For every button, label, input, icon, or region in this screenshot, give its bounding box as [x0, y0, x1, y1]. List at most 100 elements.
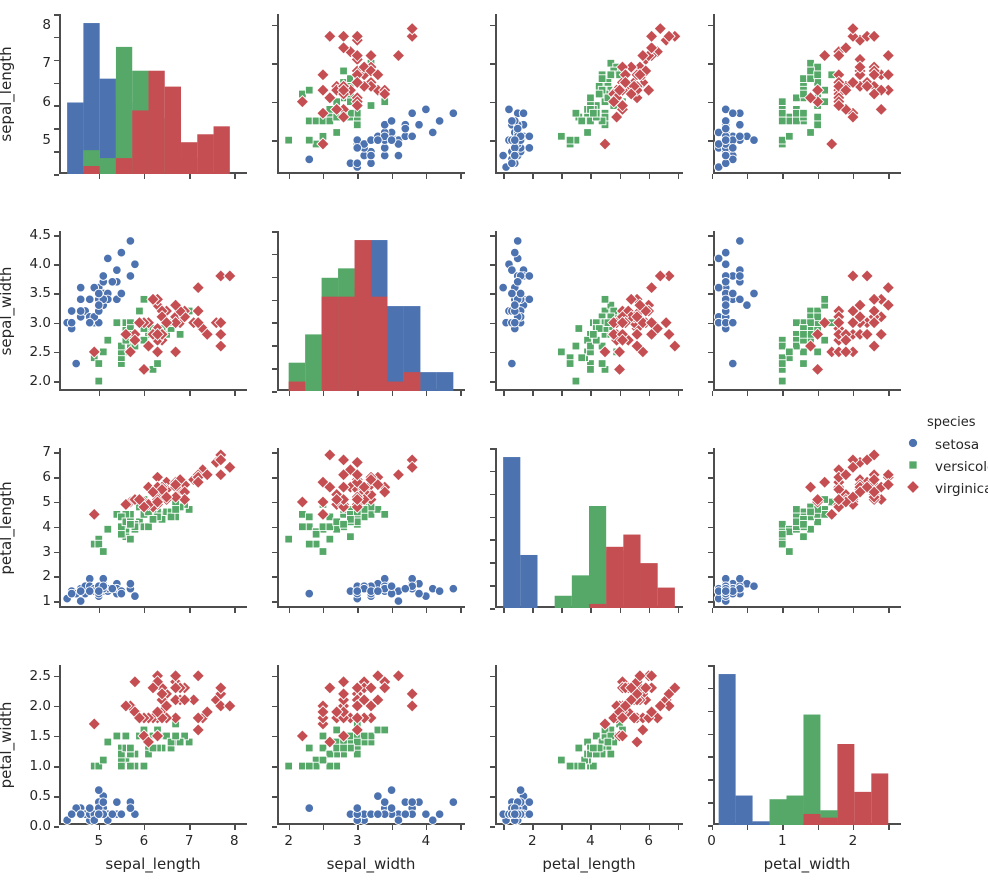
y-tick: [54, 36, 59, 39]
y-tick: [272, 826, 277, 828]
x-tick: [391, 608, 394, 613]
points-virginica: [295, 669, 419, 749]
x-tick: [782, 825, 784, 830]
axis-spine-bottom: [59, 389, 247, 391]
scatter-layer: [713, 21, 896, 172]
y-tick: [490, 101, 495, 104]
x-tick: [782, 391, 784, 396]
x-tick: [460, 391, 462, 396]
x-tick: [590, 825, 592, 830]
panel-petal_length-vs-petal_length: [490, 448, 683, 613]
y-tick: [708, 687, 713, 690]
panel-petal_length-vs-petal_width: [708, 448, 901, 613]
x-tick-label: 6: [139, 833, 149, 849]
x-tick-label: 0: [707, 833, 716, 849]
panel-petal_width-vs-petal_length: 2 4 6 petal_length: [490, 665, 683, 873]
x-axis-label: petal_length: [542, 855, 636, 873]
axis-spine-bottom: [495, 172, 683, 174]
y-tick: [708, 24, 713, 27]
x-tick: [746, 608, 749, 613]
x-tick: [234, 825, 236, 830]
x-tick: [143, 391, 146, 396]
square-icon: [905, 457, 921, 477]
y-tick: [54, 128, 59, 130]
y-tick: [54, 351, 59, 354]
x-tick-label: 8: [230, 833, 239, 849]
x-tick: [888, 391, 890, 396]
hist-virginica: [83, 70, 230, 174]
x-tick-label: 7: [184, 833, 194, 849]
y-tick: [708, 526, 713, 529]
axis-spine-left: [495, 448, 497, 608]
y-tick-label: 2: [42, 568, 51, 585]
y-tick: [490, 235, 495, 237]
x-tick: [677, 825, 680, 830]
x-tick: [425, 825, 428, 830]
x-axis-label: petal_width: [763, 855, 851, 873]
x-tick: [460, 608, 462, 613]
panel-sepal_width-vs-petal_width: [708, 231, 901, 396]
legend-item-setosa[interactable]: setosa: [905, 435, 985, 455]
y-tick: [490, 516, 495, 519]
hist-virginica: [589, 534, 675, 608]
x-tick: [711, 174, 714, 179]
x-tick: [357, 825, 359, 830]
points-virginica: [803, 21, 896, 151]
y-tick: [272, 796, 277, 798]
x-tick: [677, 391, 680, 396]
plot-area: [272, 448, 465, 613]
axis-spine-bottom: [59, 606, 247, 608]
y-tick: [708, 351, 713, 354]
x-tick-label: 2: [527, 833, 537, 849]
y-tick-label: 2.0: [29, 697, 51, 714]
points-virginica: [598, 669, 682, 749]
axis-spine-bottom: [495, 389, 683, 391]
y-tick: [490, 351, 495, 354]
legend-item-virginica[interactable]: virginica: [905, 479, 988, 499]
y-tick: [490, 562, 495, 564]
x-tick: [711, 608, 714, 613]
y-tick: [54, 477, 59, 479]
plot-area: [490, 14, 683, 179]
panel-sepal_length-vs-sepal_length: 5 6 7 8 sepal_length: [0, 14, 247, 179]
y-tick: [490, 448, 495, 450]
axis-spine-bottom: [277, 606, 465, 608]
y-tick: [54, 766, 59, 768]
x-tick: [852, 825, 855, 830]
x-tick: [817, 825, 820, 830]
y-tick: [272, 322, 277, 324]
axis-spine-left: [277, 14, 279, 174]
x-tick: [288, 825, 291, 830]
y-tick-label: 2.5: [29, 667, 51, 684]
y-tick: [708, 501, 713, 504]
x-tick: [143, 174, 146, 179]
x-tick: [391, 825, 394, 830]
x-tick: [532, 174, 534, 179]
legend-label: versicolor: [935, 459, 988, 475]
x-tick: [648, 174, 651, 179]
y-tick: [708, 802, 713, 804]
x-tick: [648, 608, 651, 613]
scatter-layer: [62, 448, 237, 606]
y-tick-label: 4: [42, 518, 51, 535]
x-tick: [322, 174, 325, 179]
histogram-layer: [67, 23, 230, 174]
x-tick: [782, 608, 784, 613]
plot-area: 2 3 4 sepal_width: [272, 665, 465, 873]
x-tick-label: 4: [421, 833, 431, 849]
y-tick: [490, 705, 495, 708]
scatter-layer: [498, 21, 682, 172]
y-tick-label: 0.5: [29, 788, 51, 805]
y-tick: [708, 101, 713, 104]
y-tick: [272, 452, 277, 454]
x-tick: [782, 174, 784, 179]
y-tick: [490, 826, 495, 828]
y-tick: [708, 576, 713, 578]
y-tick-label: 0.0: [29, 818, 51, 835]
legend-item-versicolor[interactable]: versicolor: [905, 457, 988, 477]
x-tick-label: 1: [777, 833, 787, 849]
y-tick: [272, 675, 277, 678]
axis-spine-left: [277, 231, 279, 391]
axis-spine-left: [59, 448, 61, 608]
